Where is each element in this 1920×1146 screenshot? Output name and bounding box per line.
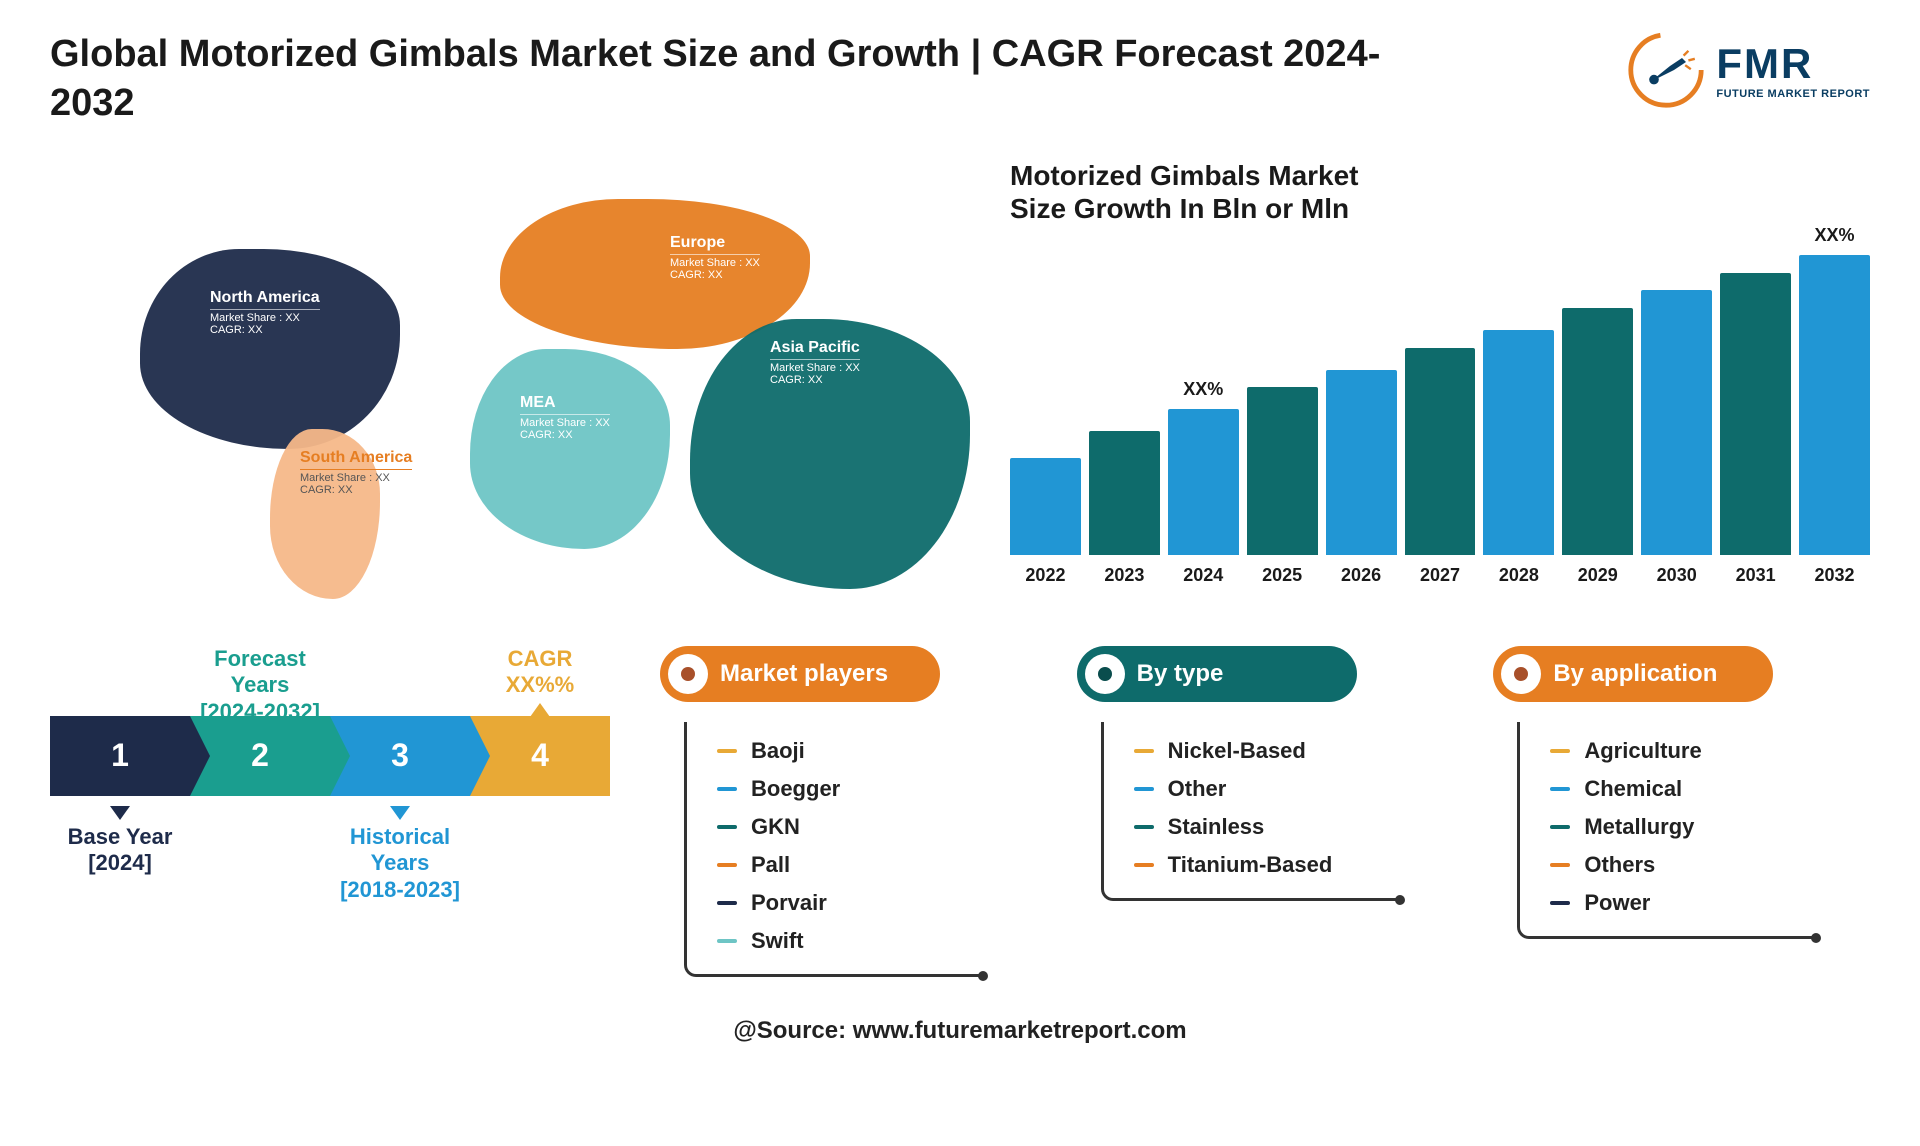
list-item: Titanium-Based	[1134, 846, 1401, 884]
bar-2028: 2028	[1483, 330, 1554, 586]
list-item: Stainless	[1134, 808, 1401, 846]
header: Global Motorized Gimbals Market Size and…	[50, 30, 1870, 129]
timeline: Forecast Years[2024-2032] CAGRXX%% 1234 …	[50, 646, 610, 903]
category-blocks: Market playersBaojiBoeggerGKNPallPorvair…	[660, 646, 1870, 977]
list-item: Agriculture	[1550, 732, 1817, 770]
bar-chart-title: Motorized Gimbals Market Size Growth In …	[1010, 159, 1410, 226]
list-item: Metallurgy	[1550, 808, 1817, 846]
timeline-seg-3: 3	[330, 716, 470, 796]
category-by-application: By applicationAgricultureChemicalMetallu…	[1493, 646, 1870, 977]
logo: FMR FUTURE MARKET REPORT	[1626, 30, 1870, 110]
page-title: Global Motorized Gimbals Market Size and…	[50, 30, 1450, 129]
map-region-north-america	[140, 249, 400, 449]
bar-2029: 2029	[1562, 308, 1633, 586]
bar-2023: 2023	[1089, 431, 1160, 586]
logo-text-main: FMR	[1716, 40, 1870, 88]
bar-2027: 2027	[1405, 348, 1476, 586]
timeline-seg-4: 4	[470, 716, 610, 796]
category-by-type: By typeNickel-BasedOtherStainlessTitaniu…	[1077, 646, 1454, 977]
list-item: Other	[1134, 770, 1401, 808]
world-map: North AmericaMarket Share : XXCAGR: XXSo…	[50, 159, 970, 579]
list-item: Baoji	[717, 732, 984, 770]
list-item: Swift	[717, 922, 984, 960]
bottom-section: Forecast Years[2024-2032] CAGRXX%% 1234 …	[50, 646, 1870, 977]
timeline-bar: 1234	[50, 716, 610, 796]
bar-2030: 2030	[1641, 290, 1712, 586]
list-item: Power	[1550, 884, 1817, 922]
timeline-seg-2: 2	[190, 716, 330, 796]
bar-2024: XX%2024	[1168, 409, 1239, 586]
top-section: North AmericaMarket Share : XXCAGR: XXSo…	[50, 159, 1870, 586]
list-item: Pall	[717, 846, 984, 884]
logo-text-sub: FUTURE MARKET REPORT	[1716, 88, 1870, 100]
list-item: Nickel-Based	[1134, 732, 1401, 770]
category-market-players: Market playersBaojiBoeggerGKNPallPorvair…	[660, 646, 1037, 977]
bar-2026: 2026	[1326, 370, 1397, 586]
timeline-seg-1: 1	[50, 716, 190, 796]
bar-2025: 2025	[1247, 387, 1318, 586]
list-item: Porvair	[717, 884, 984, 922]
bar-chart-bars: 20222023XX%20242025202620272028202920302…	[1010, 246, 1870, 586]
bar-2031: 2031	[1720, 273, 1791, 586]
bar-chart: Motorized Gimbals Market Size Growth In …	[1010, 159, 1870, 586]
source-text: @Source: www.futuremarketreport.com	[50, 1017, 1870, 1045]
telescope-icon	[1626, 30, 1706, 110]
list-item: Others	[1550, 846, 1817, 884]
list-item: GKN	[717, 808, 984, 846]
list-item: Chemical	[1550, 770, 1817, 808]
base-year-label: Base Year[2024]	[50, 806, 190, 903]
bar-2022: 2022	[1010, 458, 1081, 586]
historical-label: Historical Years[2018-2023]	[330, 806, 470, 903]
bar-2032: XX%2032	[1799, 255, 1870, 586]
map-region-mea	[470, 349, 670, 549]
list-item: Boegger	[717, 770, 984, 808]
